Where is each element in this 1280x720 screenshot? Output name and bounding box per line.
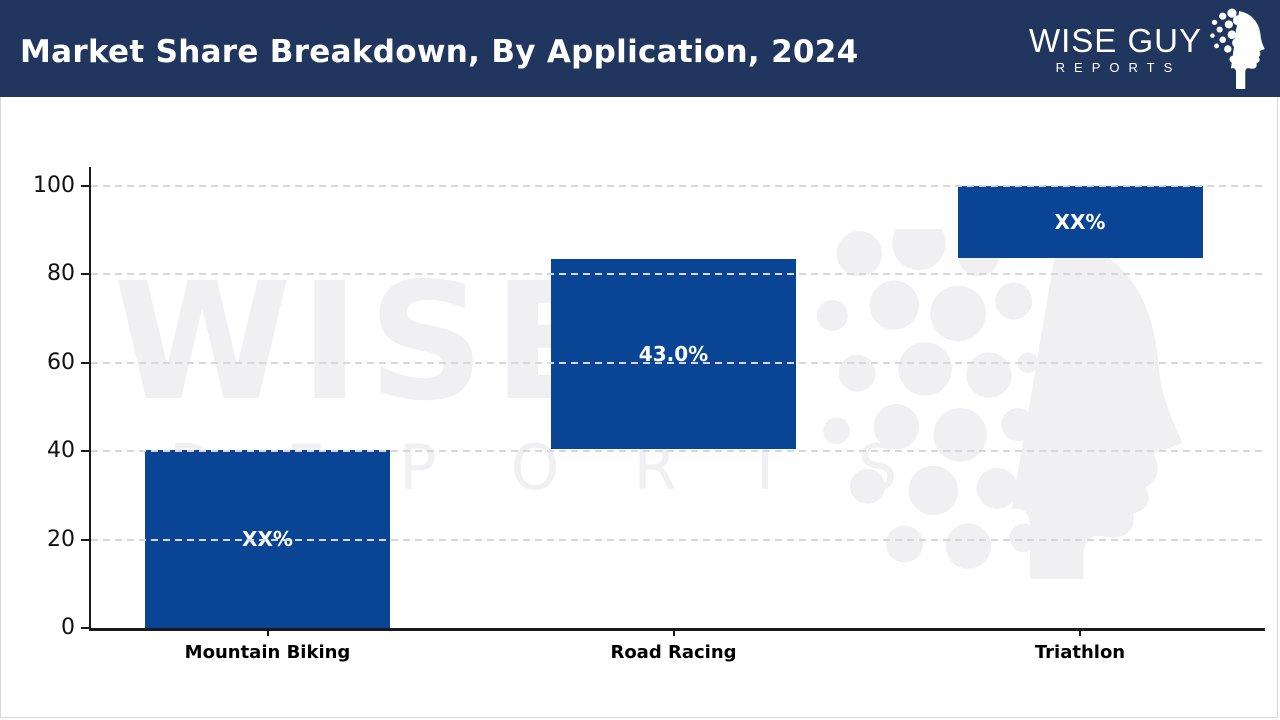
- gridline: [91, 538, 1265, 541]
- watermark-wise-text: WISE: [113, 249, 612, 437]
- y-tick: [81, 361, 89, 364]
- x-tick: [266, 628, 269, 636]
- wiseguy-logo: WISE GUY REPORTS: [1029, 4, 1266, 94]
- y-tick-label: 60: [47, 349, 75, 375]
- y-tick: [81, 627, 89, 629]
- logo-text: WISE GUY REPORTS: [1028, 21, 1202, 75]
- x-category-label: Road Racing: [610, 642, 737, 663]
- bar: 43.0%: [551, 259, 796, 449]
- y-tick: [81, 450, 89, 453]
- logo-subtext: REPORTS: [1055, 59, 1182, 75]
- y-tick-label: 40: [47, 438, 75, 464]
- x-tick: [1079, 628, 1081, 636]
- logo-wordmark: WISE GUY: [1028, 21, 1202, 59]
- y-tick: [81, 538, 89, 541]
- x-category-label: Triathlon: [1034, 642, 1126, 663]
- x-category-label: Mountain Biking: [184, 642, 351, 663]
- y-tick-label: 100: [33, 173, 75, 198]
- header-bar: Market Share Breakdown, By Application, …: [0, 0, 1280, 97]
- plot-area: XX% 43.0% XX% 0 20 40 60 80 100 Mountain Biking Ro…: [33, 167, 1265, 663]
- gridline: [91, 273, 1265, 276]
- bar-value-label: XX%: [1054, 210, 1106, 235]
- y-tick: [81, 273, 89, 276]
- gridline: [91, 185, 1265, 187]
- watermark-head-icon: [817, 229, 1183, 579]
- y-tick-label: 20: [47, 526, 75, 552]
- y-tick: [81, 185, 89, 187]
- bar: XX%: [957, 186, 1203, 259]
- y-tick-label: 0: [61, 615, 75, 640]
- logo-head-icon: [1210, 8, 1265, 89]
- page-title: Market Share Breakdown, By Application, …: [20, 33, 859, 70]
- x-tick: [672, 628, 675, 636]
- gridline: [91, 361, 1265, 364]
- gridline: [91, 450, 1265, 453]
- y-tick-label: 80: [47, 261, 75, 287]
